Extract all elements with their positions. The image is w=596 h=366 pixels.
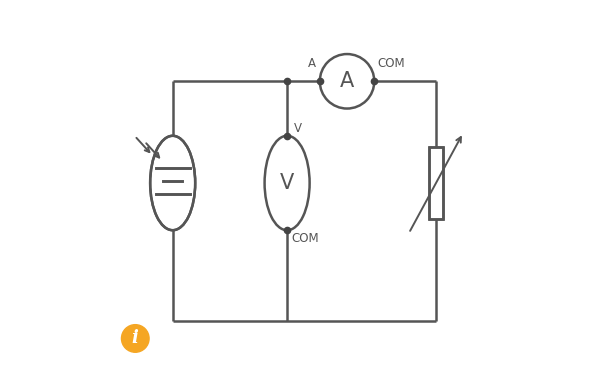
- Circle shape: [122, 325, 149, 352]
- Text: COM: COM: [377, 57, 405, 70]
- Text: i: i: [132, 329, 139, 347]
- Circle shape: [320, 54, 374, 109]
- Bar: [429, 147, 443, 219]
- Ellipse shape: [150, 136, 195, 230]
- Text: A: A: [340, 71, 354, 91]
- Text: V: V: [294, 122, 302, 135]
- Text: V: V: [280, 173, 294, 193]
- Text: COM: COM: [291, 232, 319, 245]
- Ellipse shape: [265, 136, 310, 230]
- Bar: [429, 147, 443, 219]
- Text: A: A: [308, 57, 316, 70]
- Bar: [429, 147, 443, 219]
